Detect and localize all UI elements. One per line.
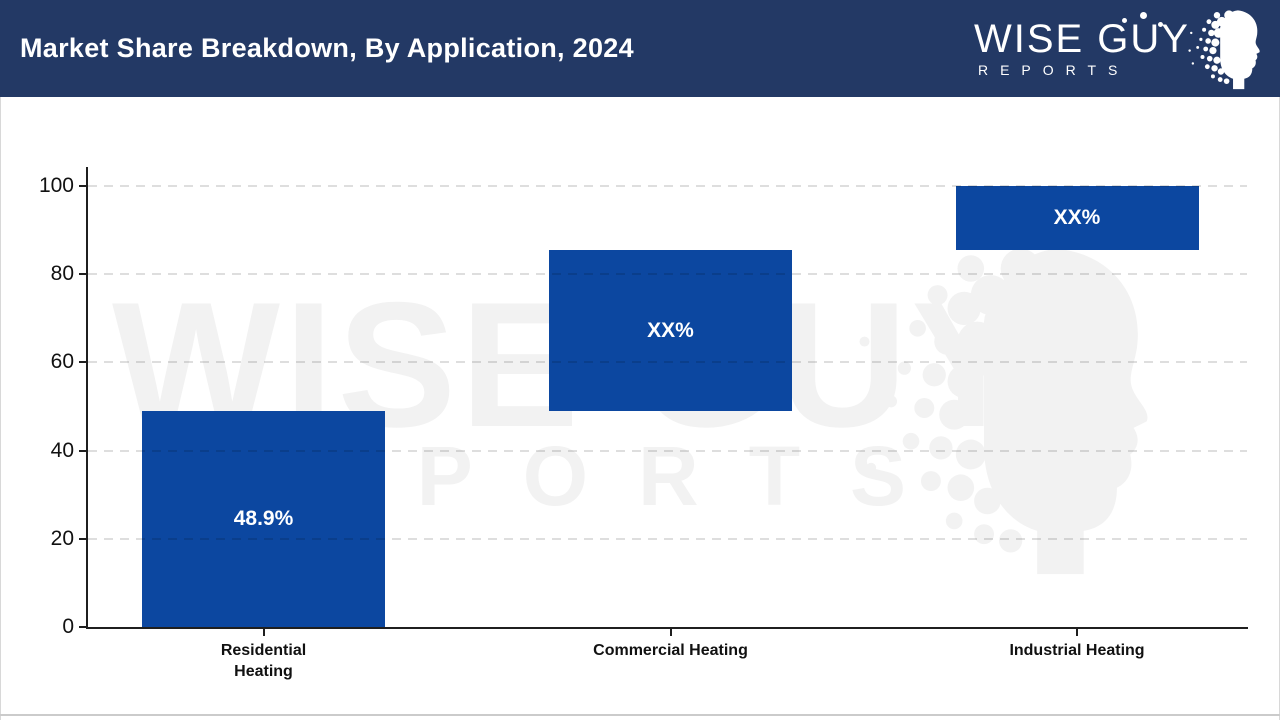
logo-accent-dot: [1157, 22, 1163, 27]
logo-text: WISE GUY REPORTS: [974, 19, 1190, 78]
bar-value-label-2: XX%: [1053, 205, 1101, 229]
x-tick-label-2: Industrial Heating: [1009, 642, 1145, 659]
wise-guy-reports-logo: WISE GUY REPORTS: [974, 0, 1266, 97]
y-tick-label-60: 60: [50, 350, 74, 374]
logo-accent-dot: [1121, 18, 1127, 23]
y-axis-line: [86, 167, 88, 629]
logo-accent-dot: [1139, 12, 1147, 19]
bar-2: XX%: [955, 186, 1199, 250]
page-title: Market Share Breakdown, By Application, …: [20, 33, 634, 63]
x-tick-1: [669, 629, 672, 636]
x-tick-0: [262, 629, 265, 636]
y-gridline-80: [88, 273, 1247, 276]
bar-1: XX%: [549, 249, 792, 412]
x-tick-2: [1076, 629, 1078, 636]
y-gridline-100: [88, 185, 1247, 187]
x-axis-line: [86, 627, 1248, 630]
y-tick-label-80: 80: [50, 262, 74, 286]
bar-0: 48.9%: [142, 411, 385, 627]
y-tick-label-100: 100: [38, 174, 74, 197]
bar-value-label-1: XX%: [647, 318, 694, 342]
bar-value-label-0: 48.9%: [233, 507, 294, 531]
y-gridline-20: [88, 537, 1247, 540]
y-tick-60: [79, 361, 88, 364]
y-gridline-60: [88, 361, 1247, 364]
y-tick-40: [79, 449, 88, 452]
y-tick-label-20: 20: [50, 526, 74, 550]
y-tick-label-0: 0: [62, 615, 74, 638]
x-tick-label-0: Residential Heating: [220, 642, 307, 680]
y-tick-20: [79, 537, 88, 540]
logo-subtitle: REPORTS: [977, 62, 1130, 78]
y-tick-100: [79, 185, 88, 187]
y-tick-0: [79, 626, 88, 628]
y-gridline-40: [88, 449, 1247, 452]
y-tick-80: [79, 273, 88, 276]
logo-dotted-head-icon: [1188, 9, 1260, 89]
y-tick-label-40: 40: [50, 438, 74, 462]
x-tick-label-1: Commercial Heating: [593, 642, 748, 659]
logo-wordmark: WISE GUY: [973, 17, 1190, 61]
page-bottom-rule: [0, 714, 1280, 716]
header-bar: Market Share Breakdown, By Application, …: [0, 0, 1280, 97]
